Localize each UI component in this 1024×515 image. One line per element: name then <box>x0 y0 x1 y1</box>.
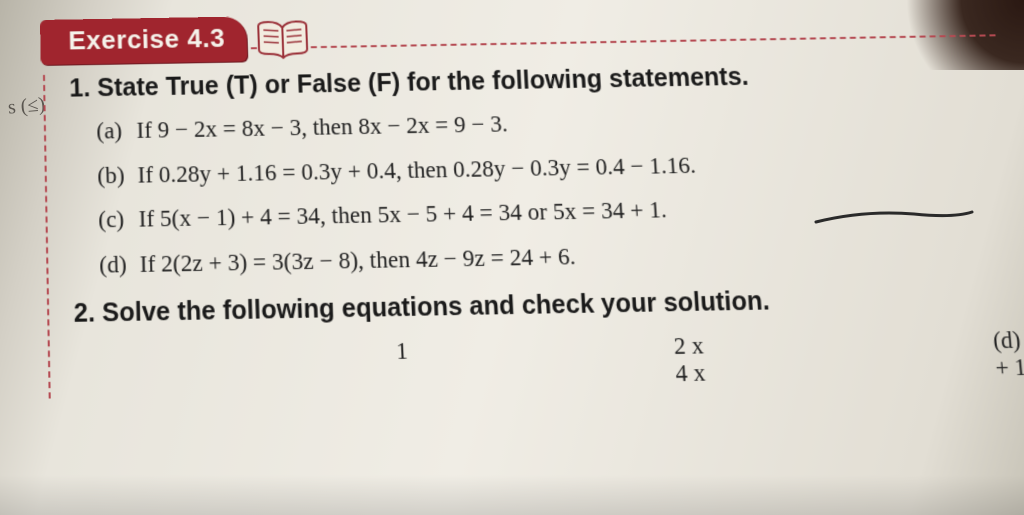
textbook-page: Exercise 4.3 1. State True (T) or False … <box>40 3 1024 398</box>
handwritten-margin-note: s (≤) <box>7 93 46 119</box>
photo-bottom-shadow <box>0 475 1024 515</box>
q1-item-d: (d) If 2(2z + 3) = 3(3z − 8), then 4z − … <box>99 230 1024 283</box>
partial-right: (d) 3n + 1 <box>992 326 1024 381</box>
partial-cutoff-row: 1 2x 4x (d) 3n + 1 <box>68 326 1024 398</box>
item-label: (c) <box>98 201 133 238</box>
item-label: (a) <box>96 113 131 150</box>
partial-left: 1 <box>396 337 410 392</box>
question-number: 2. <box>73 298 95 327</box>
item-label: (d) <box>99 246 134 283</box>
pen-underline-swoosh <box>814 208 974 230</box>
question-2: 2. Solve the following equations and che… <box>73 281 1024 328</box>
question-prompt: Solve the following equations and check … <box>102 286 771 327</box>
question-number: 1. <box>69 74 91 103</box>
item-label: (b) <box>97 157 132 194</box>
q1-item-a: (a) If 9 − 2x = 8x − 3, then 8x − 2x = 9… <box>96 97 1024 149</box>
exercise-badge: Exercise 4.3 <box>40 16 248 65</box>
partial-mid: 2x 4x <box>673 332 730 387</box>
exercise-header: Exercise 4.3 <box>40 3 1024 65</box>
item-text: If 5(x − 1) + 4 = 34, then 5x − 5 + 4 = … <box>138 197 667 232</box>
question-prompt: State True (T) or False (F) for the foll… <box>97 63 749 103</box>
item-text: If 2(2z + 3) = 3(3z − 8), then 4z − 9z =… <box>139 244 576 277</box>
open-book-icon <box>254 17 312 60</box>
item-text: If 9 − 2x = 8x − 3, then 8x − 2x = 9 − 3… <box>136 111 508 143</box>
q1-item-b: (b) If 0.28y + 1.16 = 0.3y + 0.4, then 0… <box>97 141 1024 194</box>
question-1: 1. State True (T) or False (F) for the f… <box>69 58 1024 104</box>
item-text: If 0.28y + 1.16 = 0.3y + 0.4, then 0.28y… <box>137 152 696 187</box>
